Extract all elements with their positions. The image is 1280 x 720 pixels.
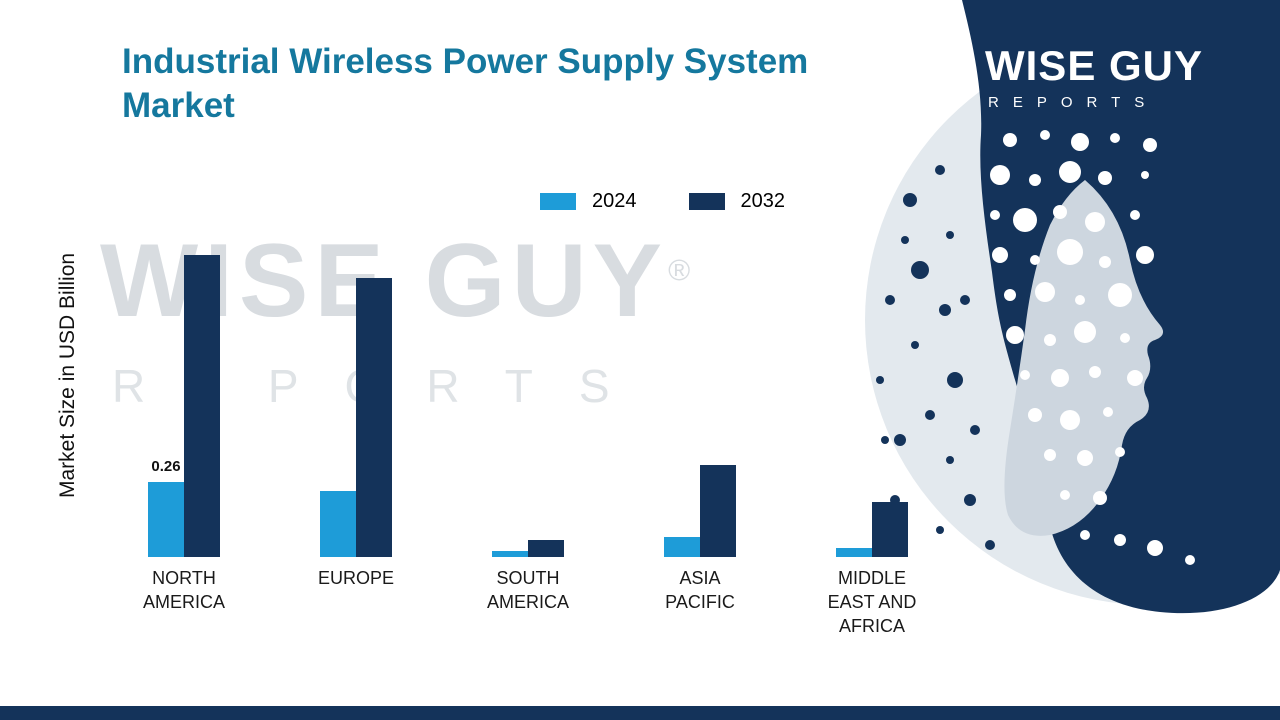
- white-halftone-dots: [990, 130, 1195, 565]
- category-label-north-america: NORTH AMERICA: [142, 568, 225, 612]
- bar-chart: 0.26: [98, 255, 958, 557]
- logo-reports-text: REPORTS: [988, 94, 1159, 111]
- bar-group-middle-east-and-africa: [786, 502, 958, 557]
- bar-group-south-america: [442, 540, 614, 557]
- category-label-asia-pacific: ASIA PACIFIC: [665, 568, 735, 612]
- legend-label: 2032: [740, 190, 786, 212]
- legend-item-2024: 2024: [540, 190, 637, 213]
- bar-2032-south-america: [528, 540, 564, 557]
- y-axis-label: Market Size in USD Billion: [56, 252, 79, 498]
- face-silhouette: [1004, 180, 1164, 536]
- bar-2024-south-america: [492, 551, 528, 557]
- legend-swatch-2032: [688, 193, 725, 210]
- legend-swatch-2024: [540, 193, 576, 210]
- bar-2024-asia-pacific: [664, 537, 700, 557]
- category-labels: NORTH AMERICA EUROPE SOUTH AMERICA ASIA PAC…: [98, 567, 958, 638]
- bar-2024-north-america: 0.26: [148, 458, 184, 557]
- bar-2032-north-america: [184, 255, 220, 557]
- bar-value-label: 0.26: [151, 458, 181, 475]
- bar-group-europe: [270, 278, 442, 557]
- wiseguy-head-graphic: [865, 0, 1280, 614]
- wiseguy-logo: WISE GUY REPORTS: [985, 42, 1215, 111]
- bar-group-north-america: 0.26: [98, 255, 270, 557]
- category-label-europe: EUROPE: [317, 568, 395, 588]
- bar-2032-middle-east-and-africa: [872, 502, 908, 557]
- logo-wordmark: WISE GUY: [985, 42, 1204, 89]
- bar-2024-europe: [320, 491, 356, 557]
- bar-2024-middle-east-and-africa: [836, 548, 872, 557]
- legend-label: 2024: [592, 190, 637, 212]
- category-label-south-america: SOUTH AMERICA: [486, 568, 569, 612]
- chart-legend: 2024 2032: [540, 190, 785, 213]
- legend-item-2032: 2032: [688, 190, 786, 213]
- category-label-middle-east-and-africa: MIDDLE EAST AND AFRICA: [827, 568, 917, 636]
- bar-group-asia-pacific: [614, 465, 786, 557]
- page-title: Industrial Wireless Power Supply System …: [122, 42, 809, 125]
- bar-2032-europe: [356, 278, 392, 557]
- bar-2032-asia-pacific: [700, 465, 736, 557]
- footer-bar: [0, 706, 1280, 720]
